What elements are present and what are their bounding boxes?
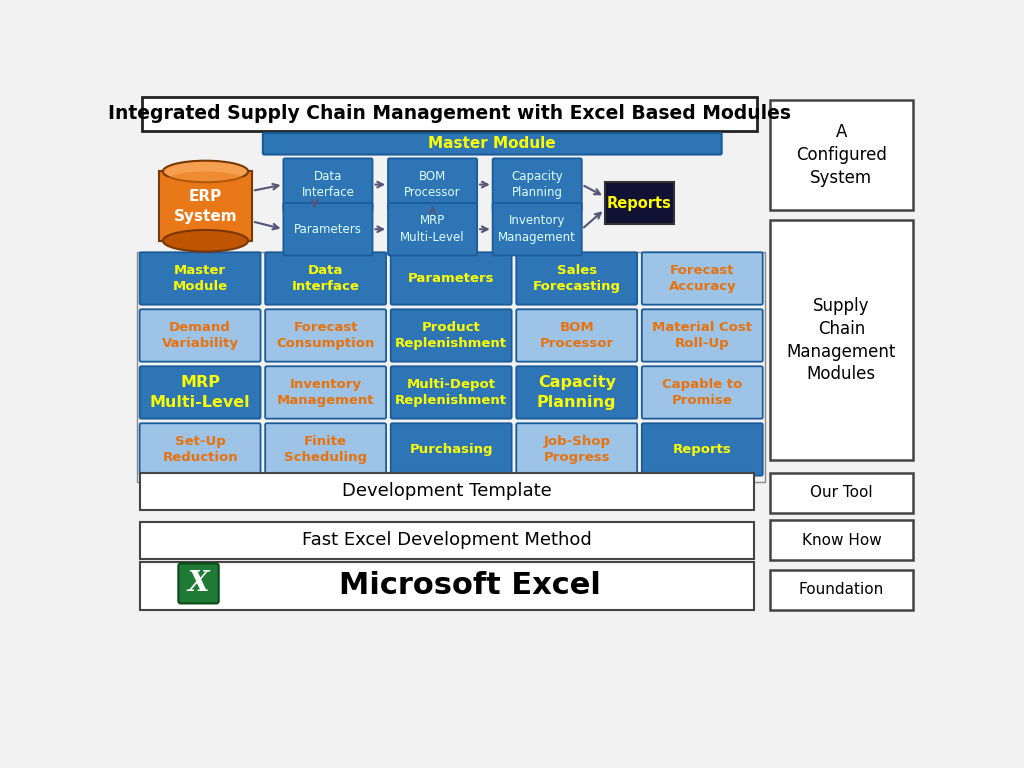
FancyBboxPatch shape	[516, 310, 637, 362]
Text: Inventory
Management: Inventory Management	[499, 214, 577, 244]
Text: Supply
Chain
Management
Modules: Supply Chain Management Modules	[786, 296, 896, 383]
FancyBboxPatch shape	[263, 133, 722, 154]
Text: Integrated Supply Chain Management with Excel Based Modules: Integrated Supply Chain Management with …	[108, 104, 791, 123]
Text: Material Cost
Roll-Up: Material Cost Roll-Up	[652, 321, 753, 350]
Text: Data
Interface: Data Interface	[301, 170, 354, 200]
FancyBboxPatch shape	[391, 423, 512, 475]
FancyBboxPatch shape	[642, 253, 763, 305]
Bar	[604, 182, 675, 224]
Text: Demand
Variability: Demand Variability	[162, 321, 239, 350]
Bar	[139, 562, 755, 610]
Text: Know How: Know How	[802, 533, 882, 548]
FancyBboxPatch shape	[493, 158, 582, 210]
Text: Fast Excel Development Method: Fast Excel Development Method	[302, 531, 592, 549]
Text: Master
Module: Master Module	[172, 263, 227, 293]
FancyBboxPatch shape	[516, 366, 637, 419]
Text: Capacity
Planning: Capacity Planning	[511, 170, 563, 200]
Ellipse shape	[163, 171, 248, 193]
FancyBboxPatch shape	[284, 158, 373, 210]
Text: Set-Up
Reduction: Set-Up Reduction	[162, 435, 238, 464]
FancyBboxPatch shape	[265, 253, 386, 305]
Bar	[770, 472, 913, 512]
Ellipse shape	[163, 161, 248, 182]
Text: Product
Replenishment: Product Replenishment	[395, 321, 507, 350]
FancyBboxPatch shape	[493, 203, 582, 256]
FancyBboxPatch shape	[388, 203, 477, 256]
FancyBboxPatch shape	[139, 366, 260, 419]
Text: Foundation: Foundation	[799, 582, 884, 597]
Text: BOM
Processor: BOM Processor	[540, 321, 613, 350]
FancyBboxPatch shape	[265, 423, 386, 475]
Text: X: X	[187, 570, 209, 597]
Text: Our Tool: Our Tool	[810, 485, 872, 500]
Text: Capable to
Promise: Capable to Promise	[663, 378, 742, 407]
Bar	[137, 252, 765, 482]
Text: Inventory
Management: Inventory Management	[276, 378, 375, 407]
FancyBboxPatch shape	[139, 253, 260, 305]
Bar	[770, 220, 913, 460]
Text: Forecast
Accuracy: Forecast Accuracy	[669, 263, 736, 293]
Bar	[139, 521, 755, 559]
Text: Purchasing: Purchasing	[410, 443, 493, 456]
FancyBboxPatch shape	[642, 423, 763, 475]
Text: A
Configured
System: A Configured System	[796, 123, 887, 187]
Text: Microsoft Excel: Microsoft Excel	[339, 571, 601, 601]
FancyBboxPatch shape	[391, 366, 512, 419]
Text: Reports: Reports	[607, 196, 672, 210]
Text: MRP
Multi-Level: MRP Multi-Level	[400, 214, 465, 244]
Text: Master Module: Master Module	[428, 136, 556, 151]
Text: Parameters: Parameters	[294, 223, 361, 236]
FancyBboxPatch shape	[391, 310, 512, 362]
Text: Reports: Reports	[673, 443, 732, 456]
Text: Data
Interface: Data Interface	[292, 263, 359, 293]
Text: MRP
Multi-Level: MRP Multi-Level	[150, 376, 251, 409]
Text: Multi-Depot
Replenishment: Multi-Depot Replenishment	[395, 378, 507, 407]
Text: Development Template: Development Template	[342, 482, 552, 500]
FancyBboxPatch shape	[642, 310, 763, 362]
Text: ERP
System: ERP System	[174, 189, 238, 223]
FancyBboxPatch shape	[265, 366, 386, 419]
Text: Sales
Forecasting: Sales Forecasting	[532, 263, 621, 293]
FancyBboxPatch shape	[516, 423, 637, 475]
FancyBboxPatch shape	[139, 423, 260, 475]
Text: Finite
Scheduling: Finite Scheduling	[284, 435, 368, 464]
FancyBboxPatch shape	[516, 253, 637, 305]
Bar	[770, 520, 913, 561]
FancyBboxPatch shape	[391, 253, 512, 305]
Bar	[139, 472, 755, 509]
Text: BOM
Processor: BOM Processor	[404, 170, 461, 200]
Text: Job-Shop
Progress: Job-Shop Progress	[543, 435, 610, 464]
Ellipse shape	[163, 230, 248, 252]
Bar	[770, 100, 913, 210]
FancyBboxPatch shape	[284, 203, 373, 256]
Text: Forecast
Consumption: Forecast Consumption	[276, 321, 375, 350]
FancyBboxPatch shape	[178, 564, 219, 604]
Bar	[142, 97, 757, 131]
Text: Capacity
Planning: Capacity Planning	[537, 376, 616, 409]
FancyBboxPatch shape	[642, 366, 763, 419]
Bar	[159, 171, 252, 241]
Text: Parameters: Parameters	[408, 272, 495, 285]
FancyBboxPatch shape	[388, 158, 477, 210]
Bar	[770, 570, 913, 610]
FancyBboxPatch shape	[265, 310, 386, 362]
FancyBboxPatch shape	[139, 310, 260, 362]
